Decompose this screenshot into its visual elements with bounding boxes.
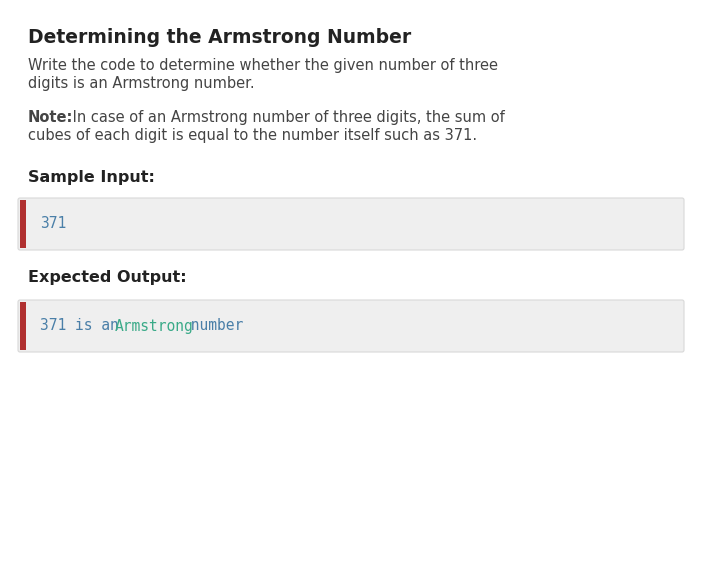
Text: Armstrong: Armstrong	[115, 318, 194, 333]
Bar	[20, 302, 26, 350]
Text: 371 is an: 371 is an	[40, 318, 128, 333]
Text: In case of an Armstrong number of three digits, the sum of: In case of an Armstrong number of three …	[68, 110, 505, 125]
Bar	[20, 200, 26, 248]
Text: cubes of each digit is equal to the number itself such as 371.: cubes of each digit is equal to the numb…	[28, 128, 477, 143]
Text: Write the code to determine whether the given number of three: Write the code to determine whether the …	[28, 58, 498, 73]
Text: Sample Input:: Sample Input:	[28, 170, 155, 185]
Text: digits is an Armstrong number.: digits is an Armstrong number.	[28, 76, 255, 91]
Text: Determining the Armstrong Number: Determining the Armstrong Number	[28, 28, 411, 47]
FancyBboxPatch shape	[18, 300, 684, 352]
FancyBboxPatch shape	[18, 198, 684, 250]
Text: Note:: Note:	[28, 110, 74, 125]
Text: 371: 371	[40, 217, 66, 232]
Text: Expected Output:: Expected Output:	[28, 270, 187, 285]
Text: number: number	[183, 318, 244, 333]
